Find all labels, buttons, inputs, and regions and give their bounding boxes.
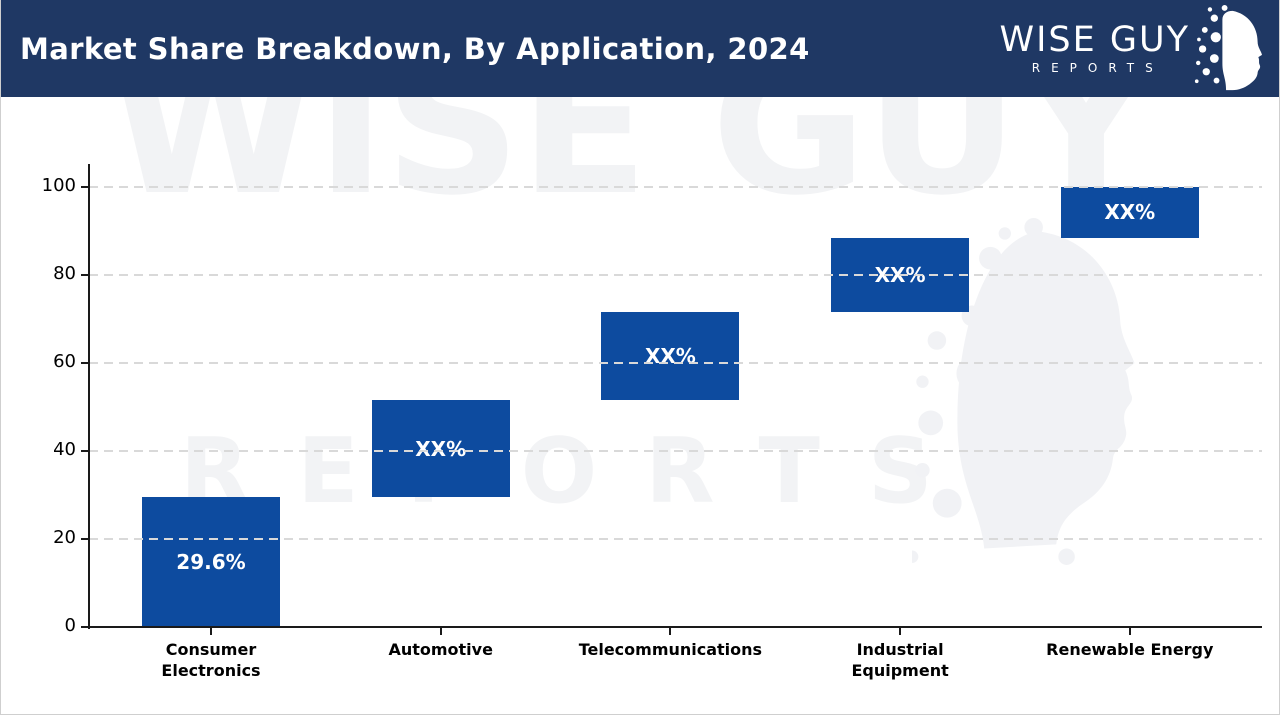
- brand-logo-reports-label: REPORTS: [1031, 61, 1164, 75]
- y-axis-line: [88, 164, 90, 629]
- x-tick-mark: [669, 627, 672, 635]
- bar-value-label: XX%: [1104, 200, 1156, 225]
- x-tick-mark: [439, 627, 442, 635]
- y-tick-mark: [81, 626, 89, 628]
- y-tick-mark: [81, 274, 89, 276]
- brand-logo-wordmark: WISE GUY: [999, 20, 1190, 60]
- header-bar: Market Share Breakdown, By Application, …: [0, 0, 1280, 97]
- page-title: Market Share Breakdown, By Application, …: [20, 31, 810, 66]
- bar-value-label: 29.6%: [176, 549, 246, 574]
- gridline: [89, 450, 1262, 452]
- bar: XX%: [371, 400, 510, 497]
- y-tick-label: 100: [41, 175, 76, 196]
- gridline: [89, 362, 1262, 364]
- category-label: Industrial Equipment: [851, 640, 949, 681]
- chart-area: WISE GUY REPORTS 0 20 40 60 80 100 29.6% XX% XX%…: [0, 16, 1280, 720]
- gridline: [89, 538, 1262, 540]
- bar-value-label: XX%: [644, 344, 696, 369]
- watermark-text-sub: REPORTS: [180, 419, 981, 524]
- brand-logo: WISE GUY REPORTS: [999, 4, 1266, 93]
- y-tick-label: 60: [53, 351, 76, 372]
- category-label: Consumer Electronics: [161, 640, 261, 681]
- category-label: Renewable Energy: [1046, 640, 1214, 659]
- bottom-border-line: [0, 714, 1280, 715]
- category-label: Telecommunications: [578, 640, 763, 659]
- gridline: [89, 274, 1262, 276]
- x-tick-mark: [1128, 627, 1131, 635]
- gridline: [89, 186, 1262, 188]
- bar: 29.6%: [142, 496, 280, 627]
- x-tick-mark: [210, 627, 212, 635]
- y-tick-mark: [81, 538, 89, 540]
- bar-value-label: XX%: [415, 436, 467, 461]
- left-border-line: [0, 0, 1, 715]
- x-axis-line: [88, 626, 1262, 628]
- y-tick-mark: [81, 450, 89, 452]
- x-tick-mark: [899, 627, 902, 635]
- brand-logo-text: WISE GUY REPORTS: [999, 20, 1190, 75]
- bar: XX%: [601, 312, 740, 401]
- watermark-face-icon: [912, 218, 1135, 565]
- brand-logo-face-icon: [1194, 4, 1262, 90]
- y-tick-label: 20: [53, 527, 76, 548]
- bar: XX%: [1060, 187, 1199, 238]
- y-tick-label: 80: [53, 263, 76, 284]
- category-label: Automotive: [388, 640, 493, 659]
- y-tick-mark: [81, 362, 89, 364]
- y-tick-label: 40: [53, 439, 76, 460]
- y-tick-label: 0: [64, 615, 76, 636]
- y-tick-mark: [81, 186, 89, 188]
